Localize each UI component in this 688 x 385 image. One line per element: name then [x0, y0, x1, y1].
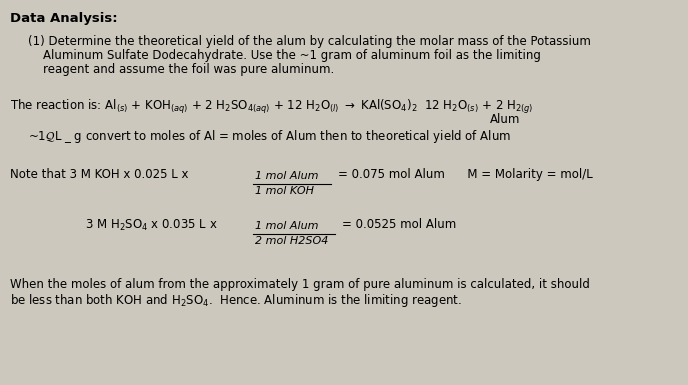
Text: 2 mol H2SO4: 2 mol H2SO4 [255, 236, 328, 246]
Text: 1 mol Alum: 1 mol Alum [255, 221, 319, 231]
Text: When the moles of alum from the approximately 1 gram of pure aluminum is calcula: When the moles of alum from the approxim… [10, 278, 590, 291]
Text: The reaction is: Al$_{(s)}$ + KOH$_{(aq)}$ + 2 H$_2$SO$_{4(aq)}$ + 12 H$_2$O$_{(: The reaction is: Al$_{(s)}$ + KOH$_{(aq)… [10, 98, 533, 116]
Text: Alum: Alum [490, 113, 520, 126]
Text: Data Analysis:: Data Analysis: [10, 12, 118, 25]
Text: = 0.0525 mol Alum: = 0.0525 mol Alum [342, 218, 456, 231]
Text: Aluminum Sulfate Dodecahydrate. Use the ~1 gram of aluminum foil as the limiting: Aluminum Sulfate Dodecahydrate. Use the … [28, 49, 541, 62]
Text: ~1$\mathcal{Q}$L _ g convert to moles of Al = moles of Alum then to theoretical : ~1$\mathcal{Q}$L _ g convert to moles of… [28, 128, 511, 145]
Text: 1 mol Alum: 1 mol Alum [255, 171, 319, 181]
Text: 3 M H$_2$SO$_4$ x 0.035 L x: 3 M H$_2$SO$_4$ x 0.035 L x [85, 218, 217, 233]
Text: be less than both KOH and H$_2$SO$_4$.  Hence. Aluminum is the limiting reagent.: be less than both KOH and H$_2$SO$_4$. H… [10, 292, 462, 309]
Text: (1) Determine the theoretical yield of the alum by calculating the molar mass of: (1) Determine the theoretical yield of t… [28, 35, 591, 48]
Text: = 0.075 mol Alum      M = Molarity = mol/L: = 0.075 mol Alum M = Molarity = mol/L [338, 168, 593, 181]
Text: 1 mol KOH: 1 mol KOH [255, 186, 314, 196]
Text: Note that 3 M KOH x 0.025 L x: Note that 3 M KOH x 0.025 L x [10, 168, 189, 181]
Text: reagent and assume the foil was pure aluminum.: reagent and assume the foil was pure alu… [28, 63, 334, 76]
